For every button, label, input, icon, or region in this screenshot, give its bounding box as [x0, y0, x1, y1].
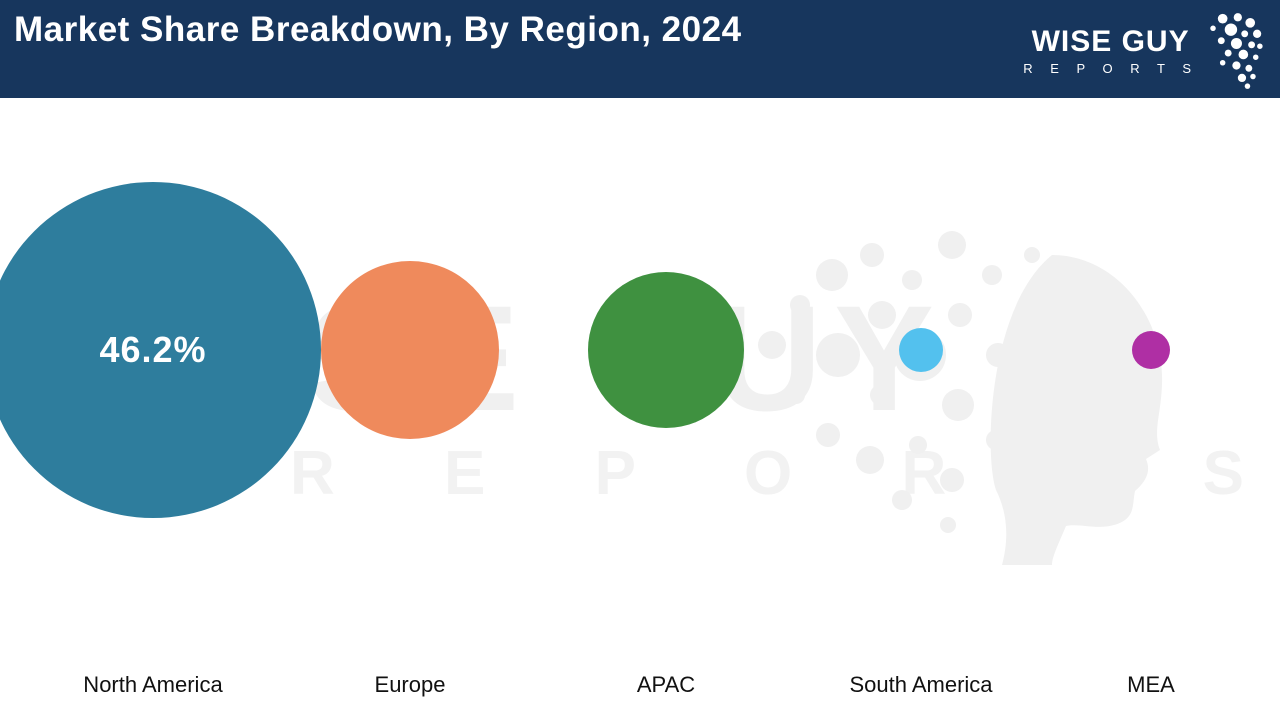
- brand-text: WISE GUY R E P O R T S: [1023, 25, 1198, 76]
- bubble-value-label: 46.2%: [99, 329, 207, 370]
- brand-logo: WISE GUY R E P O R T S: [1023, 6, 1264, 94]
- header: Market Share Breakdown, By Region, 2024 …: [0, 0, 1280, 98]
- brand-name: WISE GUY: [1031, 24, 1190, 58]
- bubble-north-america: 46.2%: [0, 182, 321, 518]
- brand-subtitle: R E P O R T S: [1023, 60, 1198, 76]
- region-label-south-america: South America: [849, 672, 993, 697]
- region-label-europe: Europe: [374, 672, 446, 697]
- region-label-mea: MEA: [1127, 672, 1175, 697]
- wiseguy-head-icon: [1210, 13, 1263, 89]
- page-title: Market Share Breakdown, By Region, 2024: [14, 10, 742, 49]
- region-label-north-america: North America: [83, 672, 223, 697]
- region-label-apac: APAC: [636, 672, 696, 697]
- bubble-apac: [588, 272, 744, 428]
- bubble-south-america: [899, 328, 943, 372]
- bubble-mea: [1132, 331, 1170, 369]
- bubble-europe: [321, 261, 499, 439]
